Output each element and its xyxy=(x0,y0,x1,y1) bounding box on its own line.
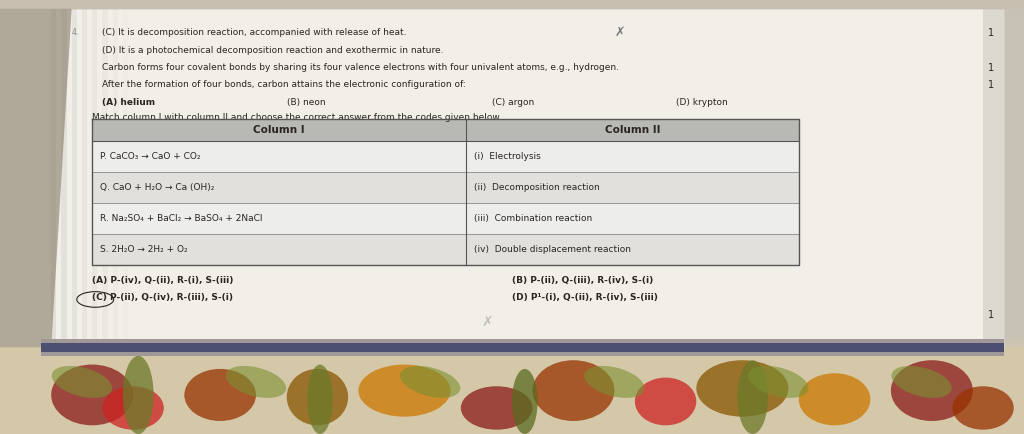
Text: After the formation of four bonds, carbon attains the electronic configuration o: After the formation of four bonds, carbo… xyxy=(102,80,466,89)
Bar xyxy=(72,9,77,347)
Text: (A) helium: (A) helium xyxy=(102,98,156,107)
Text: S. 2H₂O → 2H₂ + O₂: S. 2H₂O → 2H₂ + O₂ xyxy=(100,245,188,254)
Bar xyxy=(92,119,799,265)
Text: (D) P¹-(i), Q-(ii), R-(iv), S-(iii): (D) P¹-(i), Q-(ii), R-(iv), S-(iii) xyxy=(512,293,657,302)
Text: 1: 1 xyxy=(988,28,994,38)
Text: Column II: Column II xyxy=(604,125,660,135)
Bar xyxy=(41,339,1004,356)
Ellipse shape xyxy=(737,360,768,434)
Text: (D) krypton: (D) krypton xyxy=(676,98,728,107)
Bar xyxy=(41,343,1004,352)
Bar xyxy=(466,172,799,203)
Bar xyxy=(92,203,466,234)
Text: Q. CaO + H₂O → Ca (OH)₂: Q. CaO + H₂O → Ca (OH)₂ xyxy=(100,183,215,192)
Text: P. CaCO₃ → CaO + CO₂: P. CaCO₃ → CaO + CO₂ xyxy=(100,152,201,161)
Text: ✗: ✗ xyxy=(614,26,625,39)
Bar xyxy=(0,339,1024,434)
Text: 4.: 4. xyxy=(72,28,79,37)
Ellipse shape xyxy=(635,378,696,425)
Bar xyxy=(92,234,466,265)
Text: (iii)  Combination reaction: (iii) Combination reaction xyxy=(474,214,592,223)
Ellipse shape xyxy=(51,365,133,425)
Text: (iv)  Double displacement reaction: (iv) Double displacement reaction xyxy=(474,245,631,254)
Ellipse shape xyxy=(952,386,1014,430)
Text: (D) It is a photochemical decomposition reaction and exothermic in nature.: (D) It is a photochemical decomposition … xyxy=(102,46,443,55)
Ellipse shape xyxy=(749,366,808,398)
Bar xyxy=(102,9,108,347)
Text: (ii)  Decomposition reaction: (ii) Decomposition reaction xyxy=(474,183,600,192)
Bar xyxy=(92,9,97,347)
Ellipse shape xyxy=(891,360,973,421)
Text: Carbon forms four covalent bonds by sharing its four valence electrons with four: Carbon forms four covalent bonds by shar… xyxy=(102,63,620,72)
Text: (C) It is decomposition reaction, accompanied with release of heat.: (C) It is decomposition reaction, accomp… xyxy=(102,28,407,37)
Bar xyxy=(51,9,56,347)
Text: (C) P-(ii), Q-(iv), R-(iii), S-(i): (C) P-(ii), Q-(iv), R-(iii), S-(i) xyxy=(92,293,233,302)
Ellipse shape xyxy=(123,356,154,434)
Bar xyxy=(466,203,799,234)
Text: (B) neon: (B) neon xyxy=(287,98,326,107)
Bar xyxy=(113,9,118,347)
Bar xyxy=(123,9,128,347)
Bar xyxy=(92,119,466,141)
Ellipse shape xyxy=(585,366,644,398)
Text: Match column I with column II and choose the correct answer from the codes given: Match column I with column II and choose… xyxy=(92,113,502,122)
Ellipse shape xyxy=(532,360,614,421)
Ellipse shape xyxy=(696,360,788,417)
Text: (i)  Electrolysis: (i) Electrolysis xyxy=(474,152,541,161)
Ellipse shape xyxy=(102,386,164,430)
Ellipse shape xyxy=(184,369,256,421)
Bar xyxy=(92,141,466,172)
Ellipse shape xyxy=(461,386,532,430)
Bar xyxy=(466,119,799,141)
Text: (B) P-(ii), Q-(iii), R-(iv), S-(i): (B) P-(ii), Q-(iii), R-(iv), S-(i) xyxy=(512,276,653,285)
Polygon shape xyxy=(41,9,1004,347)
Bar xyxy=(61,9,67,347)
Text: Column I: Column I xyxy=(253,125,305,135)
Text: R. Na₂SO₄ + BaCl₂ → BaSO₄ + 2NaCl: R. Na₂SO₄ + BaCl₂ → BaSO₄ + 2NaCl xyxy=(100,214,263,223)
Ellipse shape xyxy=(287,369,348,425)
Text: 1: 1 xyxy=(988,310,994,320)
Polygon shape xyxy=(0,9,72,347)
Ellipse shape xyxy=(799,373,870,425)
Text: (A) P-(iv), Q-(ii), R-(i), S-(iii): (A) P-(iv), Q-(ii), R-(i), S-(iii) xyxy=(92,276,233,285)
Bar xyxy=(92,172,466,203)
Ellipse shape xyxy=(400,366,460,398)
Ellipse shape xyxy=(512,369,538,434)
Text: 1: 1 xyxy=(988,63,994,73)
Ellipse shape xyxy=(307,365,333,434)
Ellipse shape xyxy=(358,365,451,417)
Text: ✗: ✗ xyxy=(481,315,493,329)
Ellipse shape xyxy=(52,366,112,398)
Text: (C) argon: (C) argon xyxy=(492,98,534,107)
Ellipse shape xyxy=(892,366,951,398)
Bar xyxy=(466,234,799,265)
Bar xyxy=(466,141,799,172)
Text: 1: 1 xyxy=(988,80,994,90)
Bar xyxy=(983,9,1024,347)
Bar xyxy=(82,9,87,347)
Ellipse shape xyxy=(226,366,286,398)
